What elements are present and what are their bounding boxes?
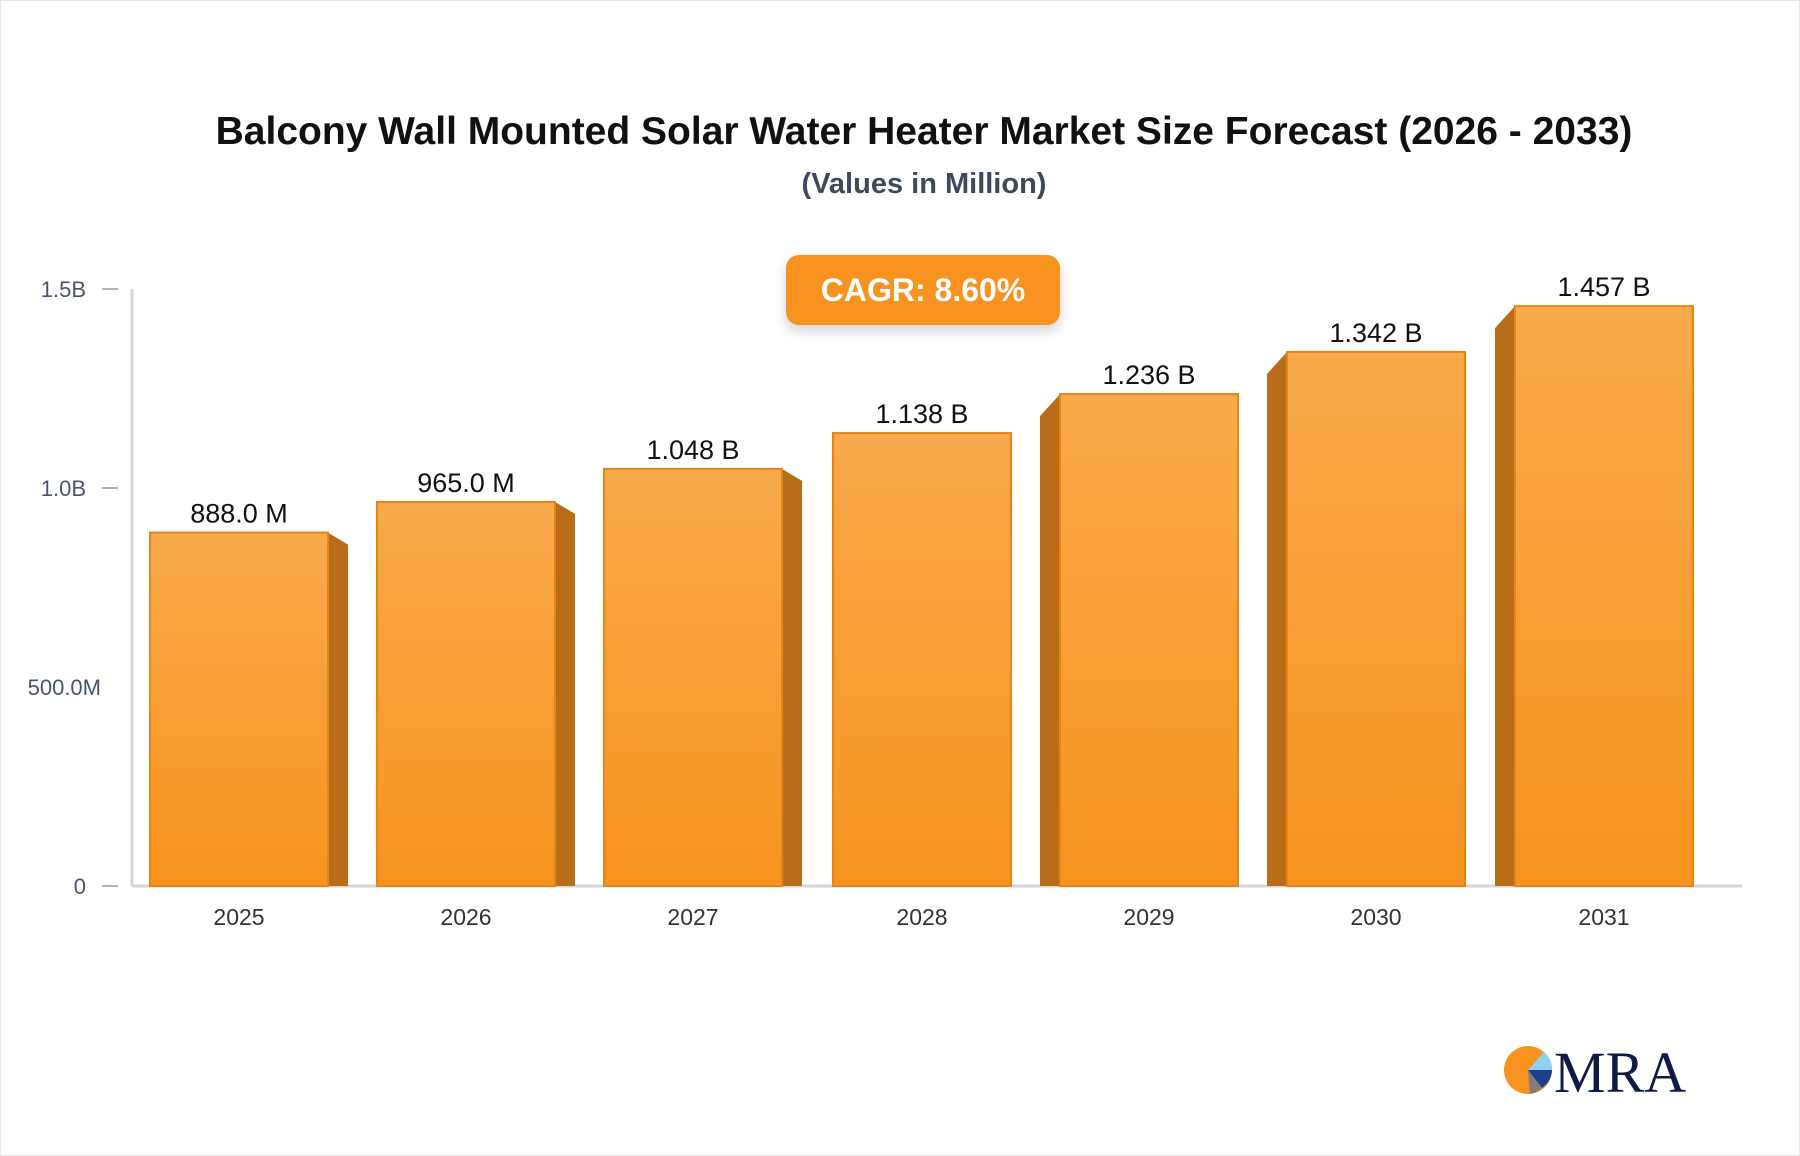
bar-value-label: 965.0 M — [417, 468, 515, 498]
bar — [832, 432, 1012, 887]
bar-group — [1495, 305, 1694, 887]
bar-group — [149, 531, 348, 887]
logo-text: MRA — [1554, 1040, 1686, 1100]
bar-group — [603, 467, 802, 887]
bar-side — [1495, 306, 1515, 886]
bar-side — [782, 468, 802, 886]
y-tick-label: 1.5B — [41, 277, 86, 302]
bar-group — [1040, 393, 1239, 887]
bar — [1514, 305, 1694, 887]
bar-side — [1040, 394, 1060, 886]
bar-group — [832, 432, 1012, 887]
bar-value-label: 888.0 M — [190, 499, 288, 529]
bar — [603, 467, 783, 887]
mra-logo: MRA — [1504, 1040, 1686, 1100]
cagr-badge: CAGR: 8.60% — [786, 255, 1060, 325]
y-tick-label: 1.0B — [41, 476, 86, 501]
chart-title: Balcony Wall Mounted Solar Water Heater … — [215, 110, 1633, 153]
y-tick-label: 500.0M — [28, 675, 101, 700]
x-tick-label: 2029 — [1123, 904, 1174, 930]
bar-value-label: 1.457 B — [1557, 272, 1650, 302]
bar-side — [555, 501, 575, 886]
bar — [1059, 393, 1239, 887]
bar-value-label: 1.138 B — [875, 399, 968, 429]
bar — [376, 500, 556, 887]
bar-side — [1267, 351, 1287, 886]
bar — [1286, 350, 1466, 888]
x-tick-label: 2030 — [1350, 904, 1401, 930]
bar-value-label: 1.342 B — [1329, 318, 1422, 348]
x-tick-label: 2025 — [213, 904, 264, 930]
x-tick-label: 2026 — [440, 904, 491, 930]
x-tick-label: 2028 — [896, 904, 947, 930]
bar-value-label: 1.236 B — [1102, 360, 1195, 390]
bar-side — [328, 532, 348, 886]
x-tick-label: 2031 — [1578, 904, 1629, 930]
bar-group — [376, 500, 575, 887]
bar-group — [1267, 350, 1466, 888]
chart-subtitle: (Values in Million) — [801, 168, 1047, 200]
bar — [149, 531, 329, 887]
bar-value-label: 1.048 B — [646, 435, 739, 465]
y-tick-label: 0 — [74, 874, 86, 899]
x-tick-label: 2027 — [667, 904, 718, 930]
